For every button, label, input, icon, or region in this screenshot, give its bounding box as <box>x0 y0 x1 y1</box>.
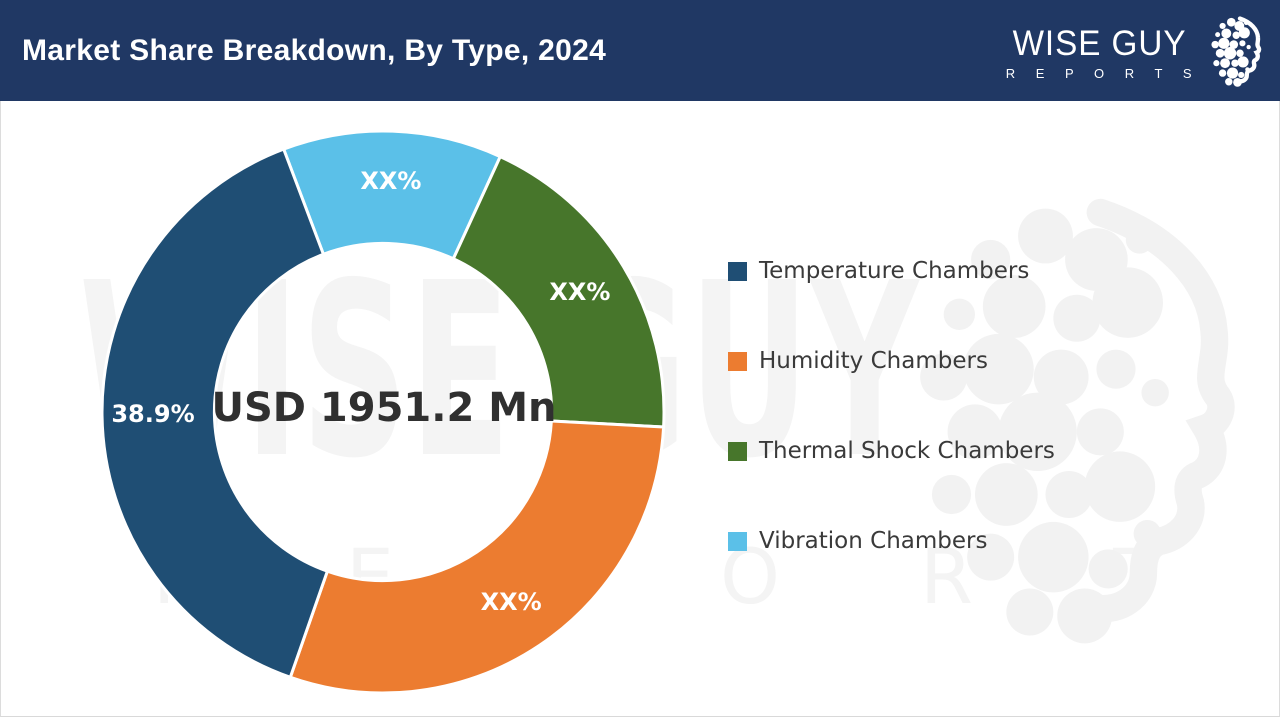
donut-segment <box>100 147 329 679</box>
page-title: Market Share Breakdown, By Type, 2024 <box>22 34 607 67</box>
legend-item: Thermal Shock Chambers <box>728 438 1055 464</box>
legend-swatch <box>728 441 747 461</box>
chart-center-value: USD 1951.2 Mn <box>211 385 557 431</box>
brand-subtitle: R E P O R T S <box>1005 65 1200 81</box>
segment-value-label: XX% <box>549 278 610 306</box>
brand-wordmark: WISE GUY <box>1012 23 1187 63</box>
legend-label: Thermal Shock Chambers <box>759 438 1055 464</box>
legend-item: Temperature Chambers <box>728 258 1029 284</box>
header-bar: Market Share Breakdown, By Type, 2024 WI… <box>0 0 1280 101</box>
legend: Temperature Chambers Humidity Chambers The… <box>1 101 1279 716</box>
chart-canvas: WISE GUY R E P O R T S XX%XX%XX%38.9% US… <box>0 101 1280 717</box>
brand-logo-text: WISE GUY R E P O R T S <box>1000 24 1200 81</box>
legend-label: Humidity Chambers <box>759 348 988 374</box>
donut-chart: XX% XX% XX% 38.9% <box>100 129 666 695</box>
segment-value-label: XX% <box>481 588 542 616</box>
legend-item: Humidity Chambers <box>728 348 988 374</box>
legend-swatch <box>728 261 747 281</box>
legend-label: Vibration Chambers <box>759 528 988 554</box>
legend-swatch <box>728 531 747 551</box>
donut-segment <box>451 155 666 429</box>
legend-swatch <box>728 351 747 371</box>
legend-label: Temperature Chambers <box>759 258 1030 284</box>
donut-segment <box>288 419 666 695</box>
segment-value-label: 38.9% <box>111 400 194 428</box>
segment-value-label: XX% <box>360 167 421 195</box>
legend-item: Vibration Chambers <box>728 528 987 554</box>
brand-face-icon <box>1204 14 1266 90</box>
brand-logo: WISE GUY R E P O R T S <box>1000 10 1266 94</box>
